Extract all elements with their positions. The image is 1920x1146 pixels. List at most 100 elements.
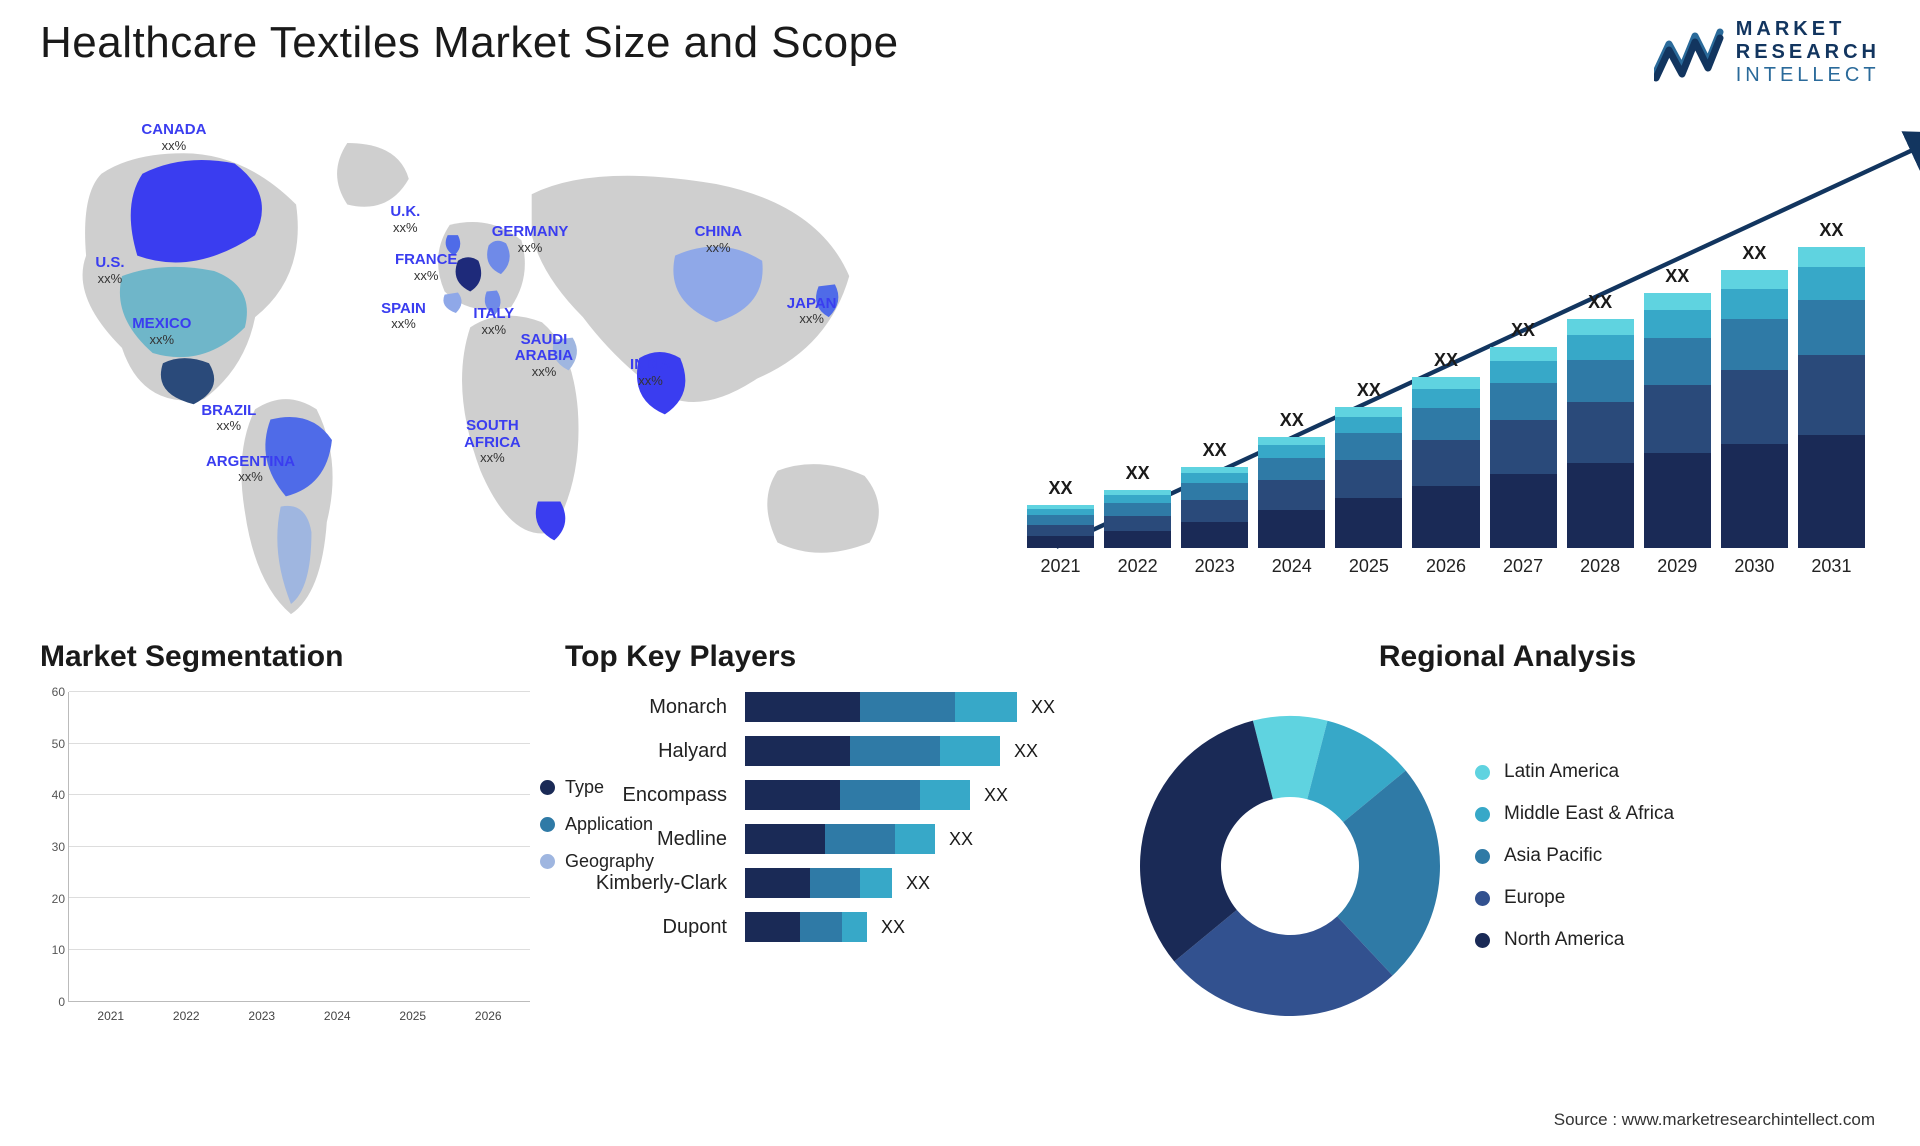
growth-seg xyxy=(1104,516,1171,531)
segmentation-title: Market Segmentation xyxy=(40,640,530,674)
growth-col-2031: XX2031 xyxy=(1798,220,1865,577)
regional-legend-asiapacific: Asia Pacific xyxy=(1475,845,1880,867)
player-row-dupont: Dupont XX xyxy=(565,912,1100,942)
growth-value-label: XX xyxy=(1280,410,1304,431)
player-seg xyxy=(840,780,920,810)
seg-legend-application: Application xyxy=(540,814,715,835)
growth-value-label: XX xyxy=(1742,243,1766,264)
player-name: Monarch xyxy=(565,696,745,719)
regional-legend-latinamerica: Latin America xyxy=(1475,761,1880,783)
map-label-china: CHINAxx% xyxy=(695,224,743,255)
growth-seg xyxy=(1258,480,1325,510)
growth-seg xyxy=(1490,420,1557,474)
player-seg xyxy=(955,692,1017,722)
growth-seg xyxy=(1798,300,1865,355)
growth-year-label: 2024 xyxy=(1272,556,1312,577)
player-seg xyxy=(920,780,970,810)
map-label-uk: U.K.xx% xyxy=(390,204,420,235)
growth-seg xyxy=(1644,338,1711,385)
regional-legend-middleeastafrica: Middle East & Africa xyxy=(1475,803,1880,825)
seg-xlabel: 2026 xyxy=(468,1009,508,1023)
growth-seg xyxy=(1258,458,1325,480)
player-seg xyxy=(745,780,840,810)
growth-seg xyxy=(1721,270,1788,289)
map-label-india: INDIAxx% xyxy=(630,357,671,388)
seg-xlabel: 2021 xyxy=(91,1009,131,1023)
growth-seg xyxy=(1335,407,1402,417)
seg-ytick: 50 xyxy=(52,737,65,751)
brand-logo: MARKET RESEARCH INTELLECT xyxy=(1654,18,1880,87)
player-seg xyxy=(895,824,935,854)
growth-col-2025: XX2025 xyxy=(1335,380,1402,577)
growth-year-label: 2026 xyxy=(1426,556,1466,577)
seg-ytick: 40 xyxy=(52,788,65,802)
map-label-france: FRANCExx% xyxy=(395,252,458,283)
seg-ytick: 20 xyxy=(52,892,65,906)
growth-value-label: XX xyxy=(1126,463,1150,484)
growth-seg xyxy=(1490,361,1557,383)
growth-seg xyxy=(1490,347,1557,361)
seg-xlabel: 2024 xyxy=(317,1009,357,1023)
growth-seg xyxy=(1721,444,1788,548)
growth-value-label: XX xyxy=(1819,220,1843,241)
player-value: XX xyxy=(881,917,905,938)
growth-seg xyxy=(1335,433,1402,460)
growth-seg xyxy=(1644,385,1711,453)
growth-seg xyxy=(1721,319,1788,370)
player-seg xyxy=(745,692,860,722)
growth-seg xyxy=(1412,440,1479,486)
regional-legend-northamerica: North America xyxy=(1475,929,1880,951)
map-label-us: U.S.xx% xyxy=(95,255,124,286)
map-label-mexico: MEXICOxx% xyxy=(132,316,191,347)
regional-legend-europe: Europe xyxy=(1475,887,1880,909)
growth-seg xyxy=(1721,370,1788,444)
seg-legend-type: Type xyxy=(540,777,715,798)
logo-line2: RESEARCH xyxy=(1736,41,1880,64)
growth-value-label: XX xyxy=(1511,320,1535,341)
growth-seg xyxy=(1567,360,1634,402)
growth-chart-panel: XX2021XX2022XX2023XX2024XX2025XX2026XX20… xyxy=(1002,102,1880,612)
player-seg xyxy=(745,868,810,898)
player-name: Dupont xyxy=(565,916,745,939)
growth-col-2022: XX2022 xyxy=(1104,463,1171,577)
growth-col-2028: XX2028 xyxy=(1567,292,1634,577)
regional-panel: Regional Analysis Latin AmericaMiddle Ea… xyxy=(1135,640,1880,1040)
player-value: XX xyxy=(906,873,930,894)
growth-col-2021: XX2021 xyxy=(1027,478,1094,577)
growth-seg xyxy=(1644,293,1711,310)
growth-year-label: 2030 xyxy=(1734,556,1774,577)
world-map-svg xyxy=(40,102,962,635)
player-seg xyxy=(940,736,1000,766)
growth-value-label: XX xyxy=(1203,440,1227,461)
player-seg xyxy=(825,824,895,854)
player-seg xyxy=(745,824,825,854)
growth-value-label: XX xyxy=(1434,350,1458,371)
growth-seg xyxy=(1798,435,1865,548)
growth-seg xyxy=(1490,383,1557,420)
player-seg xyxy=(850,736,940,766)
growth-col-2024: XX 2024 xyxy=(1258,410,1325,577)
seg-xlabel: 2022 xyxy=(166,1009,206,1023)
players-title: Top Key Players xyxy=(565,640,1100,674)
growth-value-label: XX xyxy=(1588,292,1612,313)
growth-seg xyxy=(1104,531,1171,548)
growth-year-label: 2023 xyxy=(1195,556,1235,577)
growth-col-2023: XX 2023 xyxy=(1181,440,1248,577)
growth-seg xyxy=(1567,319,1634,335)
growth-seg xyxy=(1027,525,1094,536)
growth-seg xyxy=(1798,355,1865,435)
seg-ytick: 0 xyxy=(58,995,65,1009)
growth-seg xyxy=(1490,474,1557,548)
world-map-panel: CANADAxx%U.S.xx%MEXICOxx%BRAZILxx%ARGENT… xyxy=(40,102,962,612)
seg-ytick: 60 xyxy=(52,685,65,699)
player-value: XX xyxy=(984,785,1008,806)
player-value: XX xyxy=(949,829,973,850)
player-seg xyxy=(842,912,867,942)
seg-ytick: 10 xyxy=(52,943,65,957)
player-seg xyxy=(810,868,860,898)
map-label-spain: SPAINxx% xyxy=(381,301,426,332)
growth-seg xyxy=(1104,503,1171,516)
player-seg xyxy=(745,912,800,942)
growth-col-2027: XX2027 xyxy=(1490,320,1557,577)
growth-seg xyxy=(1412,408,1479,440)
